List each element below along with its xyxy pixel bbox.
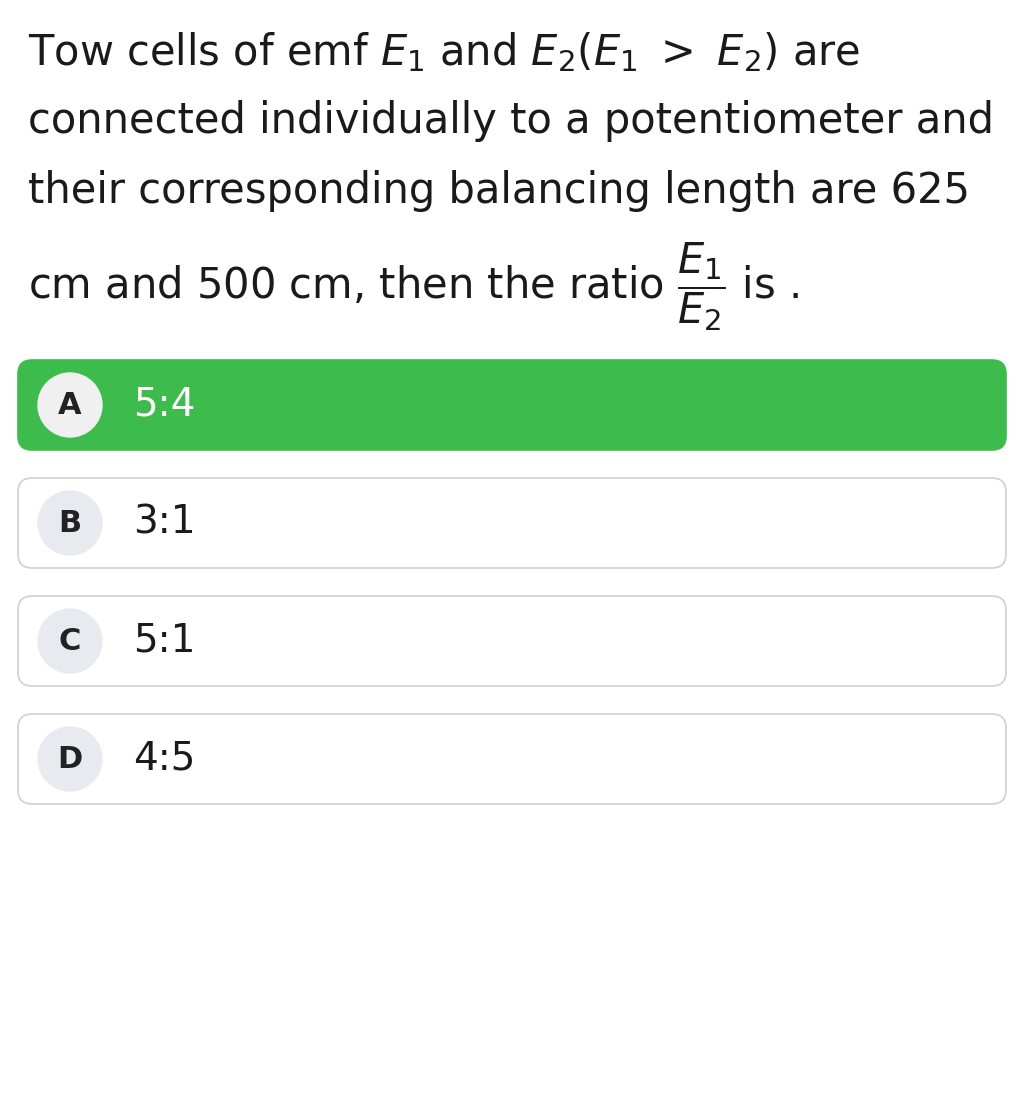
Circle shape	[38, 491, 102, 554]
Text: cm and 500 cm, then the ratio $\dfrac{E_1}{E_2}$ is .: cm and 500 cm, then the ratio $\dfrac{E_…	[28, 240, 799, 333]
FancyBboxPatch shape	[18, 596, 1006, 686]
Circle shape	[38, 609, 102, 673]
FancyBboxPatch shape	[18, 478, 1006, 568]
Circle shape	[38, 728, 102, 791]
Text: 3:1: 3:1	[133, 503, 196, 542]
FancyBboxPatch shape	[18, 360, 1006, 450]
FancyBboxPatch shape	[18, 714, 1006, 804]
Text: 4:5: 4:5	[133, 740, 196, 779]
Circle shape	[38, 373, 102, 437]
Text: D: D	[57, 744, 83, 773]
Text: B: B	[58, 509, 82, 538]
Text: C: C	[58, 627, 81, 655]
Text: Tow cells of emf $E_1$ and $E_2$($E_1$ $>$ $E_2$) are: Tow cells of emf $E_1$ and $E_2$($E_1$ $…	[28, 30, 860, 74]
Text: 5:4: 5:4	[133, 386, 196, 424]
Text: their corresponding balancing length are 625: their corresponding balancing length are…	[28, 170, 970, 212]
Text: 5:1: 5:1	[133, 622, 196, 660]
Text: A: A	[58, 390, 82, 419]
Text: connected individually to a potentiometer and: connected individually to a potentiomete…	[28, 100, 994, 142]
